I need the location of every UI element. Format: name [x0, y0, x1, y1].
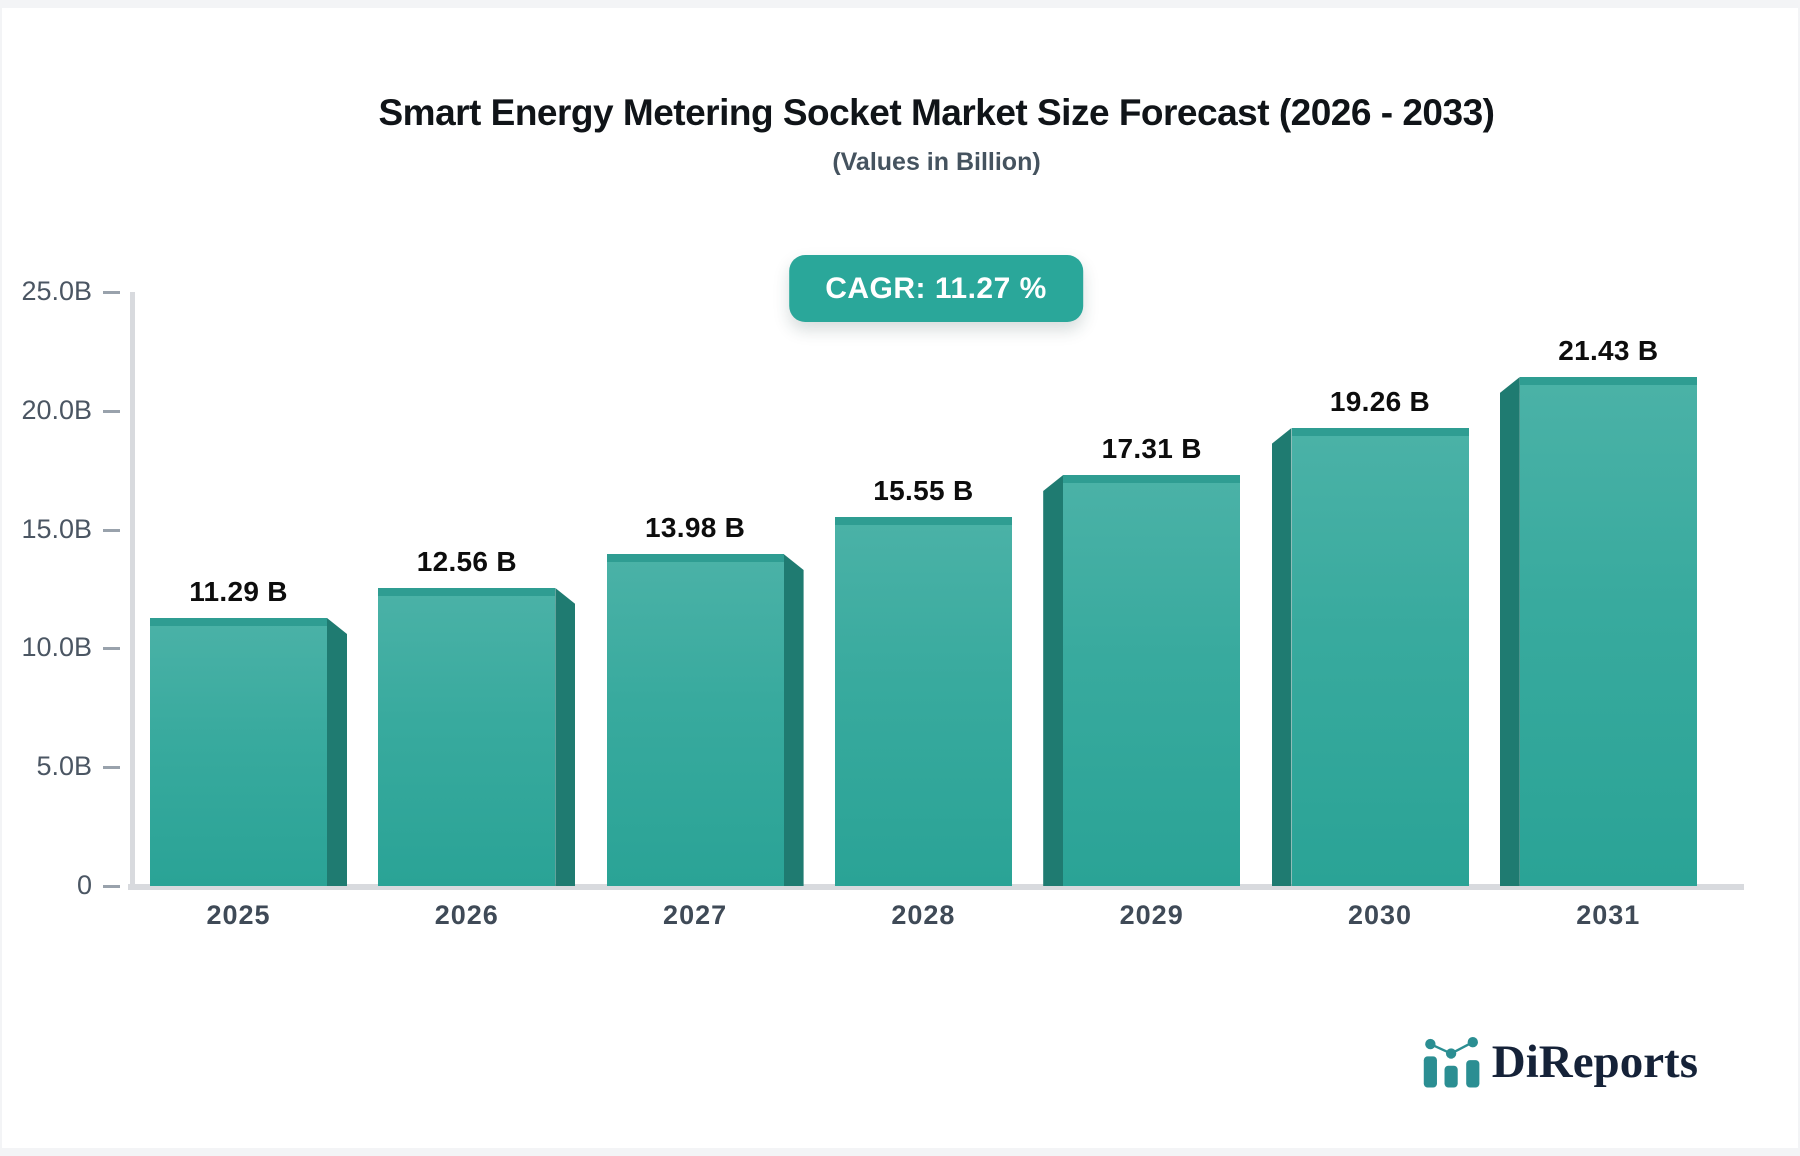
x-axis-label: 2025	[206, 900, 271, 930]
brand-name: DiReports	[1491, 1035, 1698, 1088]
bar	[834, 517, 1012, 886]
x-axis-label: 2029	[1119, 900, 1184, 930]
bar-side-face	[327, 618, 347, 886]
x-axis-label: 2030	[1347, 900, 1413, 930]
x-axis-label: 2026	[434, 900, 499, 930]
bar-side-face	[1499, 377, 1520, 886]
chart-subtitle: (Values in Billion)	[832, 148, 1041, 176]
bar-top-face	[606, 554, 784, 562]
x-axis-label: 2031	[1576, 900, 1641, 930]
bar	[1063, 475, 1241, 886]
y-axis-label: 20.0B	[21, 394, 92, 425]
y-axis-tick	[103, 409, 120, 413]
bar-top-face	[834, 517, 1012, 525]
y-axis-tick	[103, 766, 120, 770]
y-axis-line	[130, 292, 135, 886]
plot-area: 11.29 B 12.56 B 13.98 B 15.55 B 17.31 B 19.26…	[133, 292, 1740, 886]
bar-side-face	[1271, 428, 1292, 886]
bar-value-label: 13.98 B	[645, 512, 746, 543]
x-axis-label: 2028	[891, 900, 956, 930]
bar-top-face	[1519, 377, 1697, 385]
y-axis-tick	[103, 647, 120, 651]
bar-top-face	[378, 588, 556, 596]
cagr-badge: CAGR: 11.27 %	[789, 255, 1083, 322]
y-axis-label: 25.0B	[21, 276, 92, 306]
bar	[606, 554, 784, 886]
bar-side-face	[783, 554, 804, 886]
bar-value-label: 19.26 B	[1329, 386, 1431, 417]
bar-value-label: 15.55 B	[873, 475, 974, 506]
y-axis-label: 10.0B	[21, 632, 92, 663]
bar-side-face	[1043, 475, 1064, 886]
bar	[150, 618, 327, 886]
bar	[1291, 428, 1469, 886]
bar-value-label: 11.29 B	[189, 576, 288, 607]
brand-logo: DiReports	[1420, 1033, 1698, 1091]
y-axis-tick	[103, 885, 120, 888]
bar-top-face	[1063, 475, 1241, 483]
x-axis-label: 2027	[663, 900, 728, 930]
y-axis-tick	[103, 291, 120, 294]
bar-value-label: 17.31 B	[1101, 433, 1202, 464]
bar	[1519, 377, 1697, 886]
y-axis-label: 0	[76, 870, 92, 900]
bar-top-face	[150, 618, 327, 626]
chart-title: Smart Energy Metering Socket Market Size…	[378, 92, 1495, 133]
y-axis-label: 5.0B	[36, 751, 92, 782]
y-axis-tick	[103, 528, 120, 532]
bar-value-label: 21.43 B	[1558, 335, 1659, 366]
y-axis-label: 15.0B	[21, 513, 92, 544]
bar	[378, 588, 556, 886]
bar-side-face	[555, 588, 576, 886]
x-axis-line	[128, 884, 1744, 890]
bar-line-chart-icon	[1423, 1037, 1480, 1088]
bar-value-label: 12.56 B	[416, 546, 517, 577]
bar-top-face	[1291, 428, 1469, 436]
